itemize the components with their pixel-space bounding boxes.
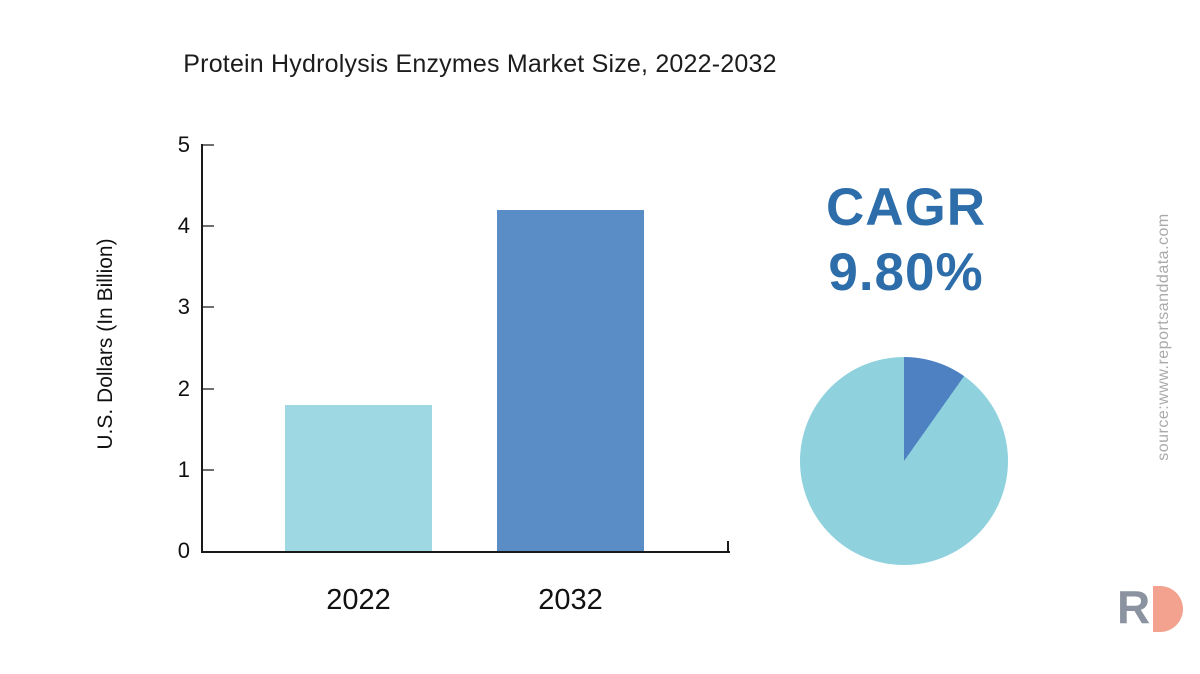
cagr-block: CAGR 9.80% bbox=[778, 178, 1034, 308]
cagr-label: CAGR bbox=[825, 178, 987, 237]
x-axis-line bbox=[201, 551, 730, 553]
y-tick-label: 0 bbox=[177, 538, 190, 563]
y-tick-mark bbox=[203, 387, 214, 390]
cagr-value: 9.80% bbox=[828, 242, 984, 302]
y-tick-label: 1 bbox=[177, 456, 190, 482]
y-axis-label: U.S. Dollars (In Billion) bbox=[94, 238, 117, 450]
cagr-pie-chart bbox=[800, 357, 1008, 565]
x-axis-end-tick bbox=[727, 541, 729, 551]
logo-letter-r: R bbox=[1117, 581, 1151, 633]
y-axis-line bbox=[201, 144, 203, 553]
y-tick-mark bbox=[203, 144, 214, 146]
y-tick-mark bbox=[203, 468, 214, 471]
x-label-2022: 2022 bbox=[326, 584, 391, 616]
x-label-2032: 2032 bbox=[538, 584, 603, 616]
bar-2032 bbox=[497, 210, 644, 551]
logo-d-shape-icon bbox=[1153, 586, 1183, 632]
y-tick-label: 5 bbox=[177, 132, 190, 157]
source-watermark: source:www.reportsanddata.com bbox=[1155, 213, 1172, 461]
y-tick-label: 4 bbox=[177, 213, 190, 239]
y-tick-label: 3 bbox=[177, 294, 190, 320]
y-tick-label: 2 bbox=[177, 375, 190, 401]
bar-2022 bbox=[285, 405, 432, 551]
reportsanddata-logo: R bbox=[1117, 584, 1187, 634]
y-tick-mark bbox=[203, 306, 214, 309]
y-tick-mark bbox=[203, 225, 214, 228]
chart-title: Protein Hydrolysis Enzymes Market Size, … bbox=[183, 50, 777, 78]
